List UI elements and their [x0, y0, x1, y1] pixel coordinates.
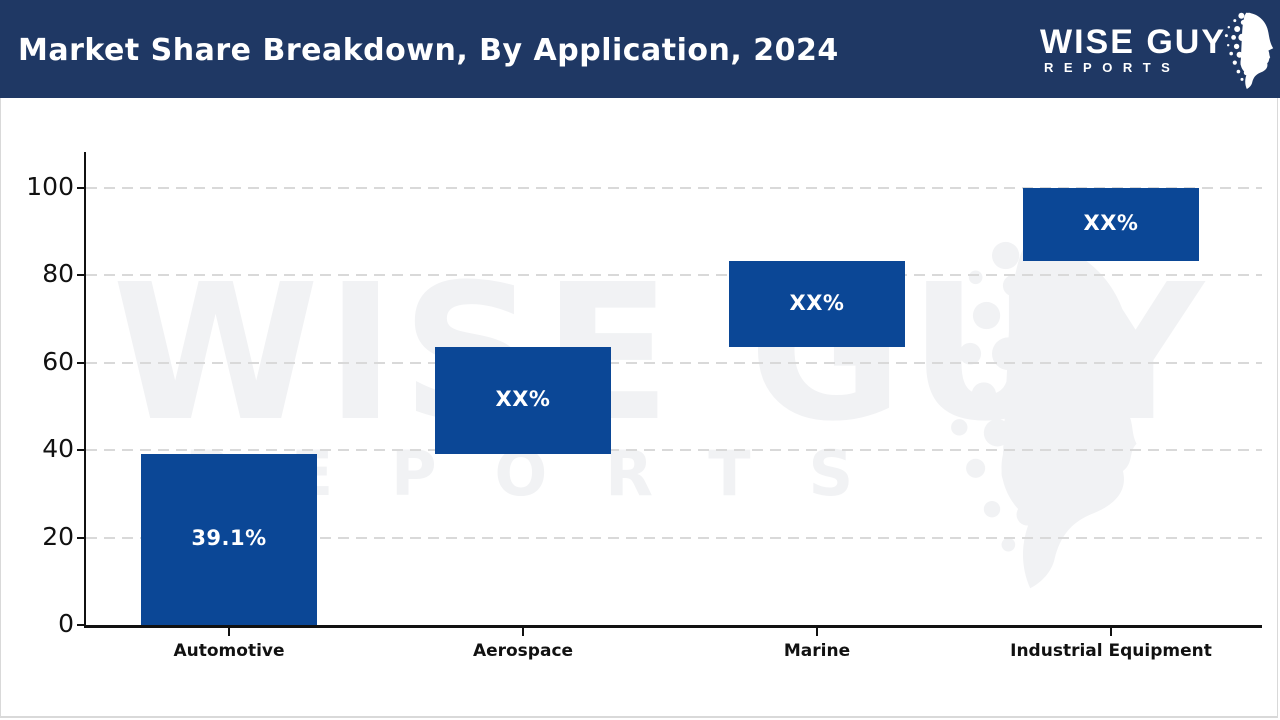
y-axis-line	[84, 152, 86, 626]
bar-value-label: XX%	[495, 387, 551, 412]
bar-aerospace: XX%	[435, 346, 611, 454]
x-tick-mark-0	[228, 628, 230, 636]
y-tick-label-60: 60	[42, 346, 74, 376]
bar-automotive: 39.1%	[141, 453, 317, 625]
x-tick-mark-2	[816, 628, 818, 636]
gridline-80	[86, 274, 1262, 276]
y-tick-label-20: 20	[42, 521, 74, 551]
wiseguy-logo: WISE GUY REPORTS	[1040, 8, 1278, 92]
x-category-label-3: Industrial Equipment	[1010, 641, 1212, 661]
header-bar: Market Share Breakdown, By Application, …	[0, 0, 1280, 98]
y-tick-mark-60	[77, 361, 85, 364]
gridline-100	[86, 186, 1262, 189]
x-tick-mark-1	[522, 628, 524, 636]
y-tick-label-100: 100	[26, 171, 74, 201]
bar-value-label: 39.1%	[191, 526, 267, 551]
gridline-20	[86, 536, 1262, 539]
y-tick-mark-0	[77, 624, 85, 626]
x-category-label-1: Aerospace	[472, 641, 574, 661]
x-axis-line	[84, 625, 1262, 628]
y-tick-mark-100	[77, 186, 85, 189]
gridline-60	[86, 361, 1262, 364]
logo-secondary-text: REPORTS	[1044, 60, 1181, 75]
page-title: Market Share Breakdown, By Application, …	[18, 33, 839, 68]
y-tick-label-80: 80	[42, 259, 74, 288]
y-tick-mark-40	[77, 449, 85, 451]
wiseguy-face-icon	[1224, 12, 1274, 89]
x-tick-mark-3	[1110, 628, 1112, 636]
gridline-40	[86, 449, 1262, 451]
x-category-label-0: Automotive	[173, 641, 285, 661]
y-tick-mark-20	[77, 536, 85, 539]
wiseguy-logo-text: WISE GUY REPORTS	[1040, 24, 1226, 76]
bar-industrial-equipment: XX%	[1023, 187, 1199, 262]
y-tick-mark-80	[77, 274, 85, 276]
y-tick-label-40: 40	[42, 434, 74, 463]
bar-value-label: XX%	[789, 291, 845, 316]
bar-marine: XX%	[729, 261, 905, 347]
x-category-label-2: Marine	[783, 641, 851, 661]
bar-value-label: XX%	[1083, 211, 1139, 236]
y-tick-label-0: 0	[58, 609, 74, 638]
logo-primary-text: WISE GUY	[1040, 23, 1227, 61]
